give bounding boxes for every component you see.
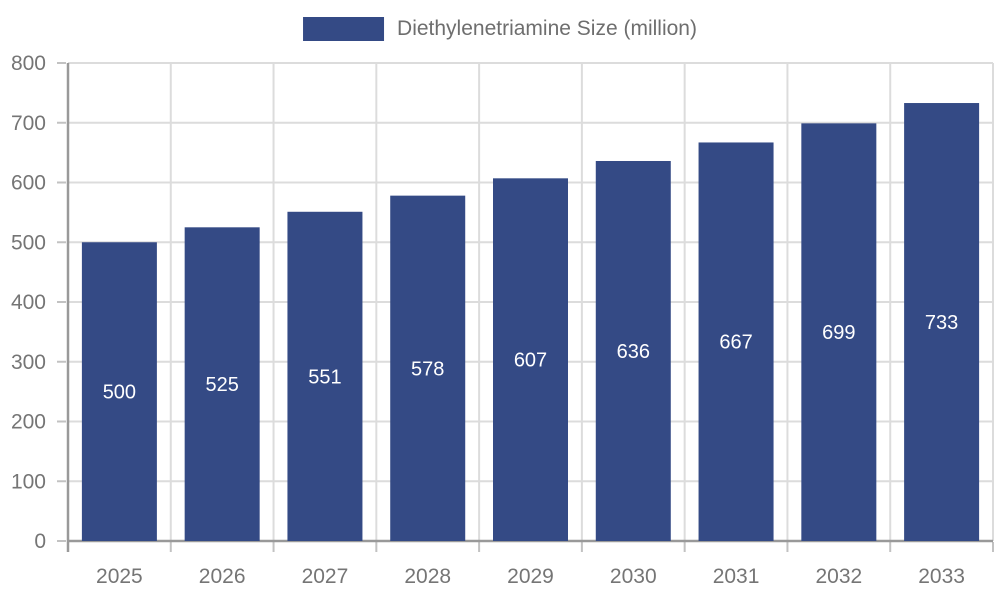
x-tick-label: 2025 xyxy=(96,565,143,588)
bar-value-label: 578 xyxy=(411,358,444,380)
x-tick-label: 2027 xyxy=(302,565,349,588)
bar xyxy=(493,178,568,541)
y-tick-label: 200 xyxy=(11,411,46,434)
bar-value-label: 551 xyxy=(308,366,341,388)
y-tick-label: 100 xyxy=(11,470,46,493)
bar-value-label: 699 xyxy=(822,322,855,344)
y-tick-label: 0 xyxy=(34,530,46,553)
legend-swatch xyxy=(303,17,385,41)
x-tick-label: 2031 xyxy=(713,565,760,588)
bar xyxy=(698,142,774,541)
bar-value-label: 636 xyxy=(617,341,650,363)
bar-value-label: 667 xyxy=(719,332,752,354)
y-tick-label: 800 xyxy=(11,52,46,75)
bar-value-label: 607 xyxy=(514,350,547,372)
bar xyxy=(390,195,466,541)
x-tick-label: 2032 xyxy=(815,565,862,588)
x-tick-label: 2026 xyxy=(199,565,246,588)
bar xyxy=(184,227,260,541)
y-tick-label: 600 xyxy=(11,172,46,195)
x-tick-label: 2028 xyxy=(404,565,451,588)
legend: Diethylenetriamine Size (million) xyxy=(303,17,697,41)
x-tick-label: 2033 xyxy=(918,565,965,588)
y-tick-label: 700 xyxy=(11,112,46,135)
bar-value-label: 733 xyxy=(925,312,958,334)
bar xyxy=(801,123,877,541)
bar xyxy=(595,160,671,542)
bar xyxy=(904,103,980,541)
legend-label: Diethylenetriamine Size (million) xyxy=(397,17,697,40)
y-tick-label: 300 xyxy=(11,351,46,374)
bar xyxy=(287,211,363,541)
y-tick-label: 500 xyxy=(11,231,46,254)
x-tick-label: 2029 xyxy=(507,565,554,588)
bar-value-label: 500 xyxy=(103,382,136,404)
bar xyxy=(81,242,157,541)
bar-value-label: 525 xyxy=(205,374,238,396)
x-tick-label: 2030 xyxy=(610,565,657,588)
y-tick-label: 400 xyxy=(11,291,46,314)
